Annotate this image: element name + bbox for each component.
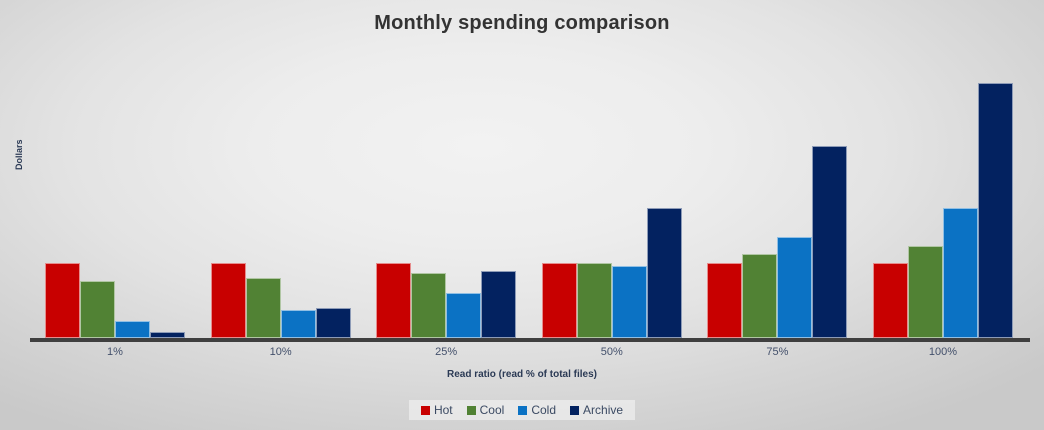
bar-cold-1pct xyxy=(115,321,150,338)
x-tick-label: 25% xyxy=(435,346,458,358)
legend-label: Hot xyxy=(433,403,453,417)
bar-cool-50pct xyxy=(576,263,612,338)
plot-area xyxy=(45,83,1013,338)
x-axis-label: Read ratio (read % of total files) xyxy=(446,369,598,380)
bar-hot-25pct xyxy=(376,263,412,338)
bar-cold-100pct xyxy=(943,208,978,338)
legend-swatch-icon xyxy=(518,405,528,415)
legend-item-cool[interactable]: Cool xyxy=(466,403,505,417)
bar-cool-100pct xyxy=(908,246,943,338)
x-tick-label: 100% xyxy=(928,346,958,358)
bar-cold-10pct xyxy=(280,310,316,338)
x-axis-line xyxy=(30,338,1030,342)
legend-swatch-icon xyxy=(466,405,476,415)
legend-item-archive[interactable]: Archive xyxy=(570,403,623,417)
bar-cold-50pct xyxy=(611,266,647,338)
bar-archive-25pct xyxy=(481,271,517,338)
legend-item-cold[interactable]: Cold xyxy=(518,403,556,417)
bar-archive-100pct xyxy=(978,83,1013,338)
bar-archive-50pct xyxy=(646,208,682,338)
bar-cool-1pct xyxy=(80,281,115,338)
bar-cold-75pct xyxy=(777,237,813,338)
bar-cool-75pct xyxy=(742,254,778,338)
legend-swatch-icon xyxy=(570,405,580,415)
x-tick-label: 10% xyxy=(269,346,292,358)
legend-items: Hot Cool Cold Archive xyxy=(408,400,636,420)
bar-archive-75pct xyxy=(812,146,848,338)
x-tick-label: 1% xyxy=(107,346,123,358)
bar-cool-25pct xyxy=(411,273,447,338)
bar-cold-25pct xyxy=(446,293,482,338)
legend-label: Cool xyxy=(479,403,505,417)
bar-archive-10pct xyxy=(315,308,351,338)
bar-hot-50pct xyxy=(541,263,577,338)
legend-label: Archive xyxy=(583,403,624,417)
bar-archive-1pct xyxy=(150,332,185,338)
x-axis-tick-labels: 1% 10% 25% 50% 75% 100% xyxy=(0,346,1044,364)
chart-legend: Hot Cool Cold Archive xyxy=(0,400,1044,420)
bar-hot-100pct xyxy=(873,263,908,338)
legend-swatch-icon xyxy=(420,405,430,415)
bar-cool-10pct xyxy=(245,278,281,338)
bar-hot-1pct xyxy=(45,263,80,338)
bar-hot-75pct xyxy=(707,263,743,338)
legend-label: Cold xyxy=(531,403,557,417)
legend-item-hot[interactable]: Hot xyxy=(420,403,453,417)
chart-title: Monthly spending comparison xyxy=(374,12,670,34)
x-tick-label: 75% xyxy=(766,346,789,358)
bar-hot-10pct xyxy=(210,263,246,338)
x-tick-label: 50% xyxy=(600,346,623,358)
